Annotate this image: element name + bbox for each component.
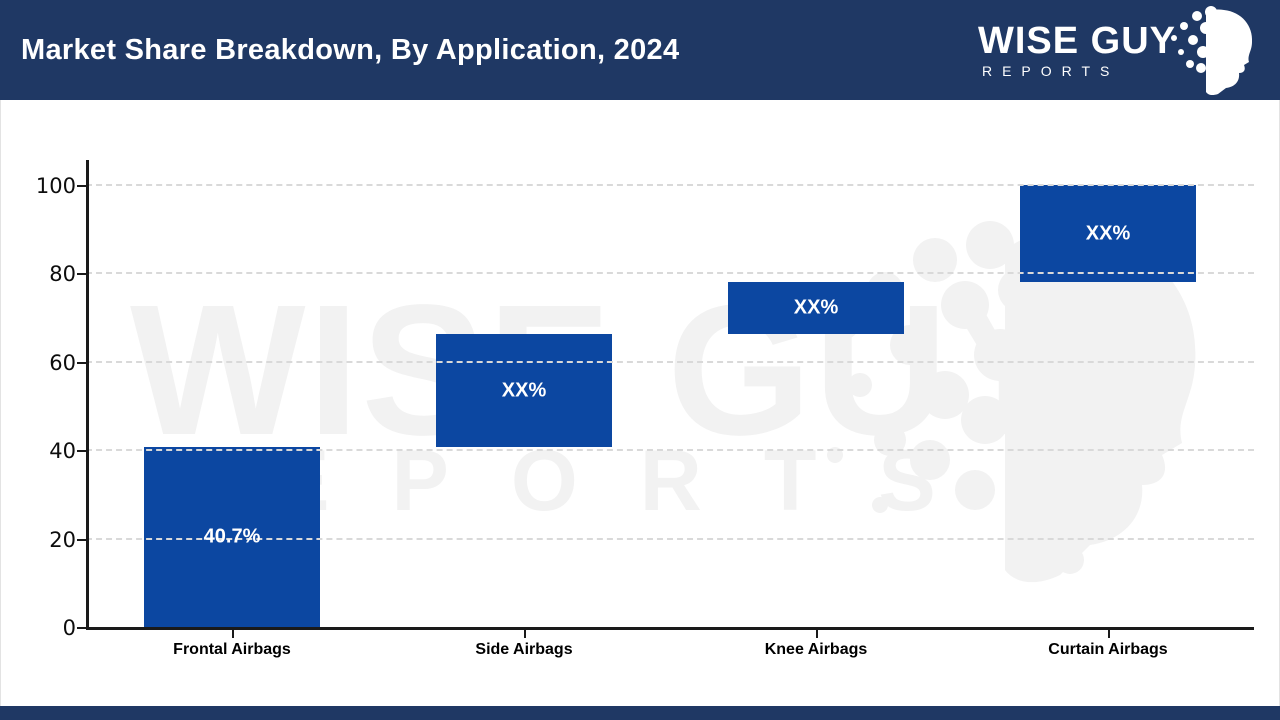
header-bar: Market Share Breakdown, By Application, … xyxy=(0,0,1280,100)
bar-value-label-3: XX% xyxy=(793,296,839,319)
gridline-80 xyxy=(86,272,1254,275)
gridline-20 xyxy=(86,537,1254,540)
y-tick-label-60: 60 xyxy=(49,350,76,375)
y-tick-80 xyxy=(77,273,86,276)
y-tick-label-40: 40 xyxy=(49,439,76,464)
x-category-label-1: Frontal Airbags xyxy=(173,641,291,658)
bar-frontal-airbags xyxy=(144,447,320,627)
logo-subtext: REPORTS xyxy=(981,62,1120,79)
bar-value-label-4: XX% xyxy=(1085,222,1131,245)
bar-value-label-2: XX% xyxy=(501,379,547,402)
y-tick-label-80: 80 xyxy=(49,262,76,287)
y-axis xyxy=(86,160,89,629)
bar-curtain-airbags xyxy=(1020,185,1196,283)
gridline-40 xyxy=(86,449,1254,452)
x-tick-4 xyxy=(1108,629,1110,638)
y-tick-label-20: 20 xyxy=(49,527,76,552)
y-tick-20 xyxy=(77,538,86,541)
wiseguy-logo: WISE GUY REPORTS xyxy=(978,4,1264,96)
logo-text: WISE GUY REPORTS xyxy=(978,22,1176,79)
bar-side-airbags xyxy=(436,333,612,448)
x-category-label-3: Knee Airbags xyxy=(764,641,868,658)
x-category-label-4: Curtain Airbags xyxy=(1048,641,1168,658)
logo-head-icon xyxy=(1171,6,1253,96)
logo-wordmark: WISE GUY xyxy=(977,19,1176,62)
y-tick-0 xyxy=(77,627,86,629)
y-tick-60 xyxy=(77,361,86,364)
x-tick-1 xyxy=(232,629,234,638)
y-tick-label-100: 100 xyxy=(35,174,76,198)
page-title: Market Share Breakdown, By Application, … xyxy=(21,33,680,66)
bar-knee-airbags xyxy=(728,282,904,334)
y-tick-label-0: 0 xyxy=(62,616,76,640)
bar-value-label-1: 40.7% xyxy=(203,525,261,548)
x-tick-2 xyxy=(524,629,526,638)
x-tick-3 xyxy=(816,629,818,638)
y-tick-40 xyxy=(77,450,86,453)
gridline-60 xyxy=(86,360,1254,363)
watermark-head-icon xyxy=(827,221,1196,583)
y-tick-100 xyxy=(77,185,86,187)
x-category-label-2: Side Airbags xyxy=(475,641,573,658)
footer-bar xyxy=(0,706,1280,720)
gridline-100 xyxy=(86,184,1254,186)
x-axis xyxy=(86,627,1254,630)
